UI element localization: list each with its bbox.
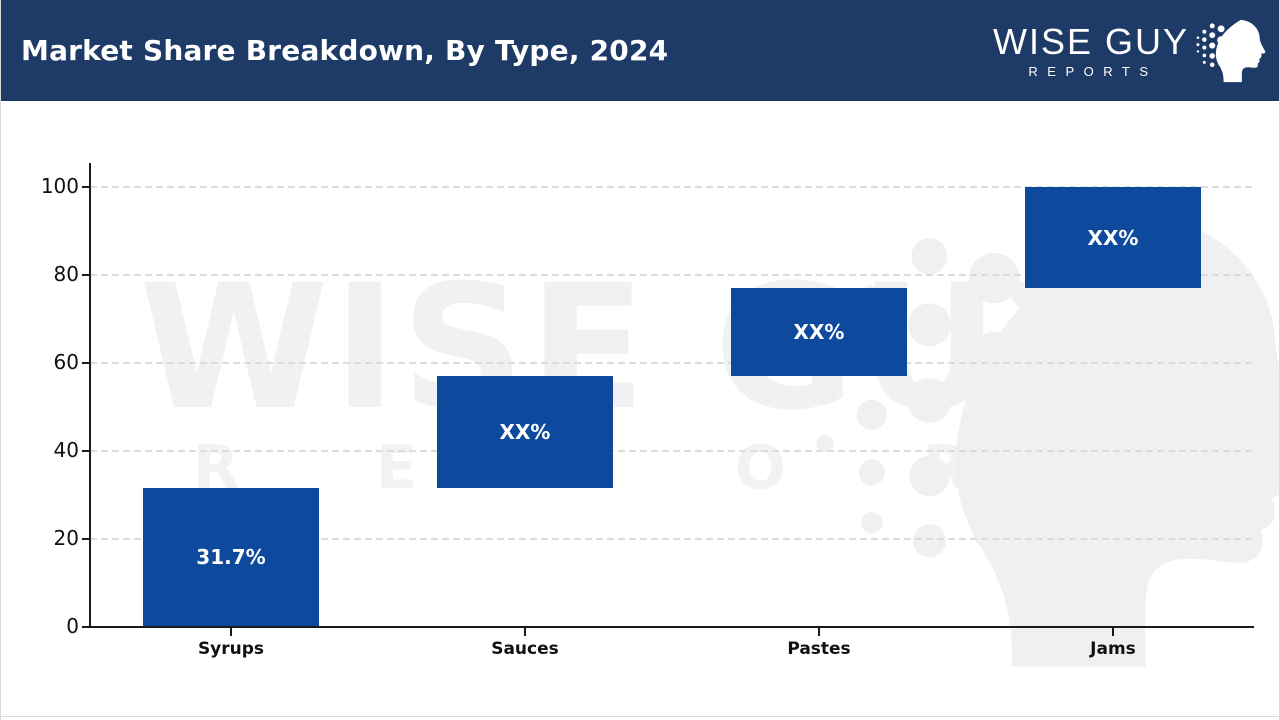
x-tick-syrups [230,628,232,636]
bar-value-label: XX% [499,419,551,444]
page-title: Market Share Breakdown, By Type, 2024 [21,34,669,67]
y-tick-80 [82,274,90,276]
gridline-60 [90,362,1254,364]
bar-value-label: 31.7% [196,545,266,570]
bar-sauces: XX% [437,376,613,488]
x-axis-spine [89,626,1254,628]
bar-jams: XX% [1025,187,1201,289]
x-category-label-jams: Jams [1090,639,1136,659]
gridline-20 [90,538,1254,540]
brand-logo: WISE GUY REPORTS [993,6,1267,96]
gridline-100 [90,186,1254,188]
bar-value-label: XX% [793,320,845,345]
x-tick-pastes [818,628,820,636]
y-axis-spine [89,163,91,628]
x-tick-sauces [524,628,526,636]
wiseguy-head-icon [1193,18,1267,84]
x-tick-jams [1112,628,1114,636]
bar-value-label: XX% [1087,225,1139,250]
header-band: Market Share Breakdown, By Type, 2024 WI… [1,0,1279,101]
x-category-label-pastes: Pastes [787,639,851,659]
y-tick-label-100: 100 [40,174,79,198]
y-tick-20 [82,538,90,540]
y-tick-label-80: 80 [53,262,79,286]
y-tick-label-40: 40 [53,438,79,462]
brand-subname: REPORTS [1028,64,1158,79]
x-category-label-syrups: Syrups [197,639,265,659]
x-category-label-sauces: Sauces [491,639,559,659]
y-tick-60 [82,362,90,364]
y-tick-40 [82,450,90,452]
gridline-40 [90,450,1254,452]
y-tick-100 [82,186,90,188]
y-tick-label-60: 60 [53,350,79,374]
watermark-text-line1: WISE GUY [139,247,1132,448]
brand-logo-text: WISE GUY REPORTS [992,21,1189,79]
gridline-80 [90,274,1254,276]
brand-name: WISE GUY [992,21,1189,62]
bar-pastes: XX% [731,288,907,377]
y-tick-label-20: 20 [53,526,79,550]
y-tick-0 [82,626,90,628]
bar-syrups: 31.7% [143,487,319,627]
y-tick-label-0: 0 [66,614,79,638]
